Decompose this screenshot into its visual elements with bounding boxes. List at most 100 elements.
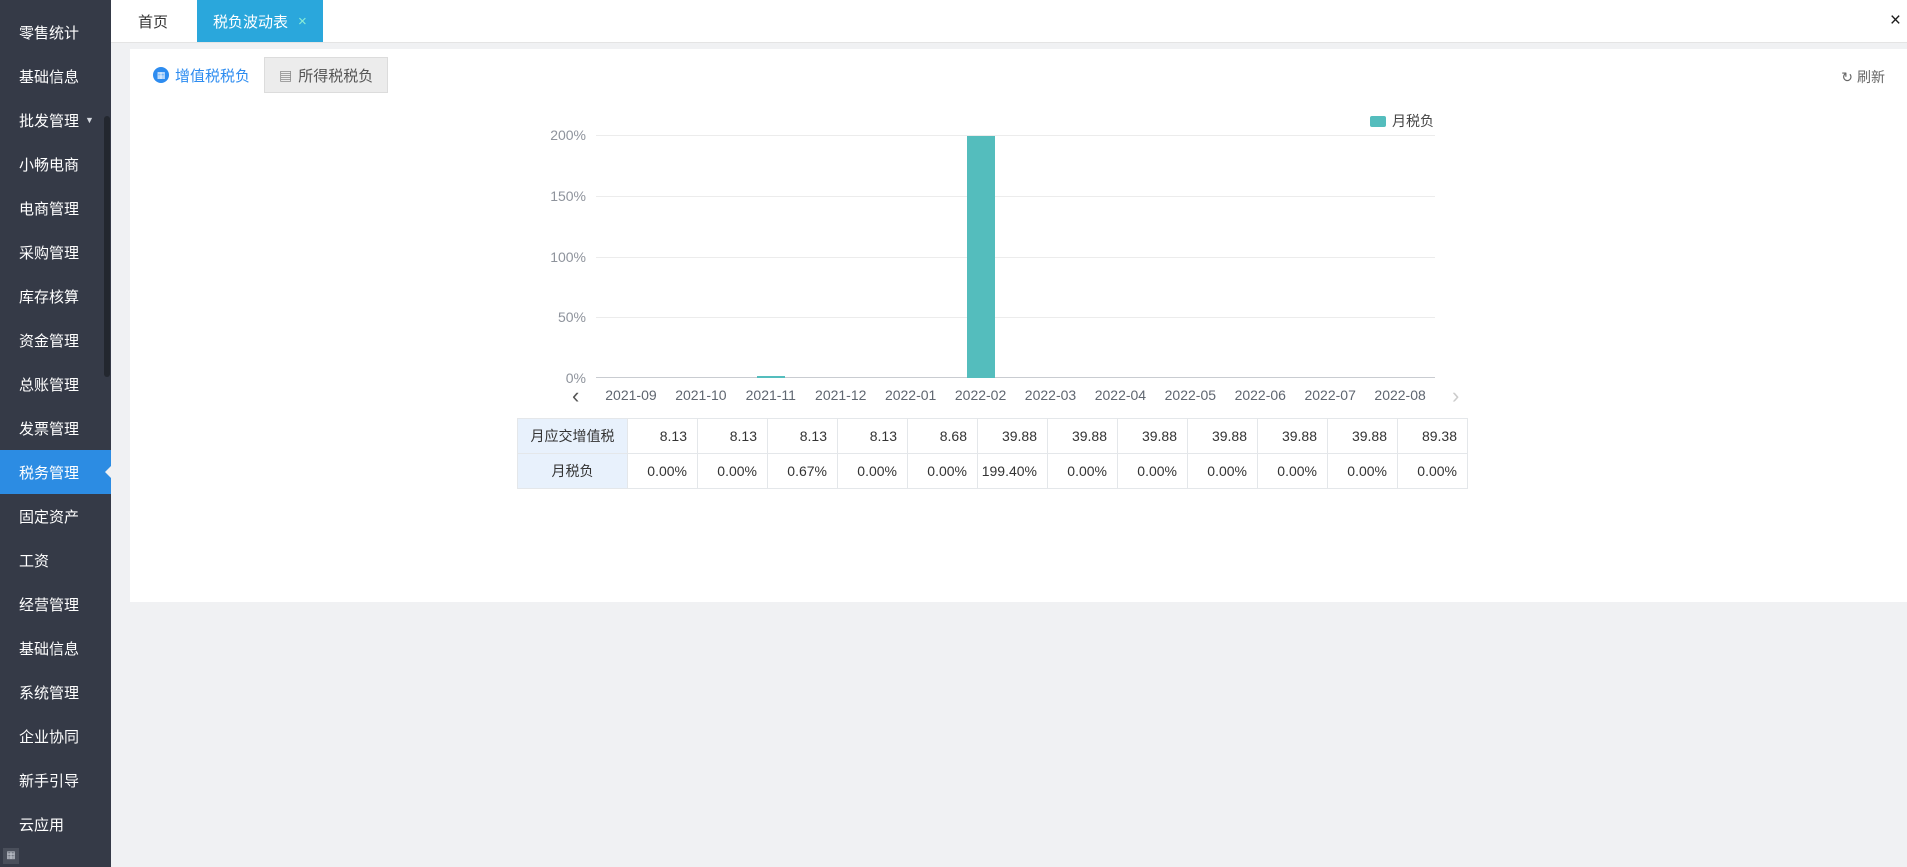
sidebar-item-label: 基础信息 <box>19 640 80 658</box>
sidebar-item-label: 资金管理 <box>19 332 80 350</box>
table-cell: 0.67% <box>767 453 838 489</box>
sidebar-item-2[interactable]: 批发管理 ▼ <box>0 98 111 142</box>
collapse-sidebar-icon[interactable]: ▦ <box>3 848 19 864</box>
table-cell: 8.13 <box>837 418 908 454</box>
topbar-tab-label: 税负波动表 <box>213 13 289 31</box>
bar-slot <box>1365 135 1435 378</box>
topbar-tab-1[interactable]: 税负波动表 × <box>197 0 323 42</box>
table-cell: 39.88 <box>1187 418 1258 454</box>
tab-vat-tax-burden[interactable]: ▦ 增值税税负 <box>139 57 265 93</box>
x-axis-label: 2022-02 <box>954 387 1007 403</box>
table-cell: 0.00% <box>1047 453 1118 489</box>
close-window-icon[interactable]: × <box>1889 10 1901 31</box>
table-cell: 39.88 <box>1257 418 1328 454</box>
table-cell: 39.88 <box>1327 418 1398 454</box>
sidebar-item-label: 库存核算 <box>19 288 80 306</box>
sidebar-item-6[interactable]: 库存核算 <box>0 274 111 318</box>
bar-slot <box>1016 135 1086 378</box>
x-axis-label: 2022-07 <box>1304 387 1356 403</box>
refresh-button[interactable]: ↻ 刷新 <box>1841 67 1885 87</box>
table-row: 月税负 0.00% 0.00% 0.67% 0.00% 0.00% 199.40% 0.00%… <box>517 453 1468 489</box>
sidebar-item-14[interactable]: 基础信息 <box>0 626 111 670</box>
table-row: 月应交增值税 8.13 8.13 8.13 8.13 8.68 39.88 39.88 39.8… <box>517 418 1468 454</box>
sidebar-item-4[interactable]: 电商管理 <box>0 186 111 230</box>
bar-series <box>596 135 1435 378</box>
table-cell: 8.13 <box>697 418 768 454</box>
sidebar-item-label: 总账管理 <box>19 376 80 394</box>
bar-2021-11 <box>756 376 785 378</box>
sidebar: 零售统计 基础信息 批发管理 ▼ 小畅电商 电商管理 采购管理 库存核算 资金管理 总账管理 发票管… <box>0 0 111 867</box>
sidebar-item-label: 系统管理 <box>19 684 80 702</box>
sidebar-item-12[interactable]: 工资 <box>0 538 111 582</box>
table-cell: 0.00% <box>1257 453 1328 489</box>
data-table: 月应交增值税 8.13 8.13 8.13 8.13 8.68 39.88 39.88 39.8… <box>517 418 1468 489</box>
tab-label: 增值税税负 <box>175 67 251 85</box>
y-axis-tick-label: 50% <box>557 309 586 326</box>
refresh-icon: ↻ <box>1841 68 1853 85</box>
table-cell: 39.88 <box>1117 418 1188 454</box>
y-axis-tick-label: 0% <box>565 370 586 386</box>
x-axis-label: 2021-09 <box>605 387 657 403</box>
bar-slot <box>1085 135 1155 378</box>
sidebar-item-13[interactable]: 经营管理 <box>0 582 111 626</box>
topbar-tab-0[interactable]: 首页 <box>121 0 185 42</box>
y-axis-tick-label: 100% <box>550 248 586 265</box>
refresh-label: 刷新 <box>1857 69 1885 85</box>
sidebar-item-label: 发票管理 <box>19 420 80 438</box>
y-axis: 0% 50% 100% 150% 200% <box>508 127 586 386</box>
bar-slot <box>806 135 876 378</box>
sidebar-item-18[interactable]: 云应用 <box>0 802 111 846</box>
x-axis-label: 2022-01 <box>884 387 937 403</box>
sidebar-item-10[interactable]: 税务管理 <box>0 450 111 494</box>
table-cell: 8.68 <box>907 418 978 454</box>
bar-slot <box>666 135 736 378</box>
bar-slot <box>736 135 806 378</box>
gridline <box>596 195 1435 197</box>
sidebar-item-16[interactable]: 企业协同 <box>0 714 111 758</box>
bar-slot <box>596 135 666 378</box>
table-cell: 39.88 <box>977 418 1048 454</box>
table-cell: 0.00% <box>1397 453 1468 489</box>
sidebar-item-17[interactable]: 新手引导 <box>0 758 111 802</box>
close-tab-icon[interactable]: × <box>298 12 307 30</box>
sidebar-item-label: 工资 <box>19 552 50 570</box>
sidebar-item-label: 采购管理 <box>19 244 80 262</box>
x-axis-label: 2022-06 <box>1234 387 1286 403</box>
gridline <box>596 317 1435 319</box>
topbar: 首页 税负波动表 × × <box>111 0 1907 43</box>
sidebar-item-label: 云应用 <box>19 816 65 834</box>
sidebar-item-8[interactable]: 总账管理 <box>0 362 111 406</box>
sidebar-item-9[interactable]: 发票管理 <box>0 406 111 450</box>
gridline <box>596 135 1435 136</box>
sidebar-item-label: 基础信息 <box>19 68 80 86</box>
y-axis-tick-label: 200% <box>550 127 586 143</box>
sidebar-item-7[interactable]: 资金管理 <box>0 318 111 362</box>
tab-income-tax-burden[interactable]: ▤ 所得税税负 <box>264 57 389 93</box>
topbar-tabs: 首页 税负波动表 × <box>111 0 323 42</box>
gridline <box>596 377 1435 378</box>
sidebar-item-15[interactable]: 系统管理 <box>0 670 111 714</box>
row-label: 月税负 <box>517 453 628 489</box>
sidebar-item-1[interactable]: 基础信息 <box>0 54 111 98</box>
sidebar-item-label: 小畅电商 <box>19 156 80 174</box>
sidebar-item-3[interactable]: 小畅电商 <box>0 142 111 186</box>
tab-label: 所得税税负 <box>298 67 374 85</box>
sidebar-menu: 零售统计 基础信息 批发管理 ▼ 小畅电商 电商管理 采购管理 库存核算 资金管理 总账管理 发票管… <box>0 0 111 846</box>
sidebar-item-label: 零售统计 <box>19 24 80 42</box>
sidebar-item-label: 企业协同 <box>19 728 80 746</box>
table-body: 月应交增值税 8.13 8.13 8.13 8.13 8.68 39.88 39.88 39.8… <box>517 418 1468 489</box>
legend-item[interactable]: 月税负 <box>1370 111 1434 131</box>
chart-prev-arrow-icon[interactable]: ‹ <box>572 383 580 408</box>
row-label: 月应交增值税 <box>517 418 628 454</box>
table-cell: 0.00% <box>907 453 978 489</box>
sidebar-item-5[interactable]: 采购管理 <box>0 230 111 274</box>
table-cell: 0.00% <box>697 453 768 489</box>
chart-next-arrow-icon[interactable]: › <box>1452 383 1460 408</box>
table-cell: 199.40% <box>977 453 1048 489</box>
sidebar-item-0[interactable]: 零售统计 <box>0 10 111 54</box>
sidebar-item-11[interactable]: 固定资产 <box>0 494 111 538</box>
sidebar-scrollbar[interactable] <box>104 116 110 377</box>
sidebar-item-label: 电商管理 <box>19 200 80 218</box>
content-panel: ▦ 增值税税负 ▤ 所得税税负 ↻ 刷新 月税负 0% 50% 100% 150% 20… <box>130 49 1907 602</box>
